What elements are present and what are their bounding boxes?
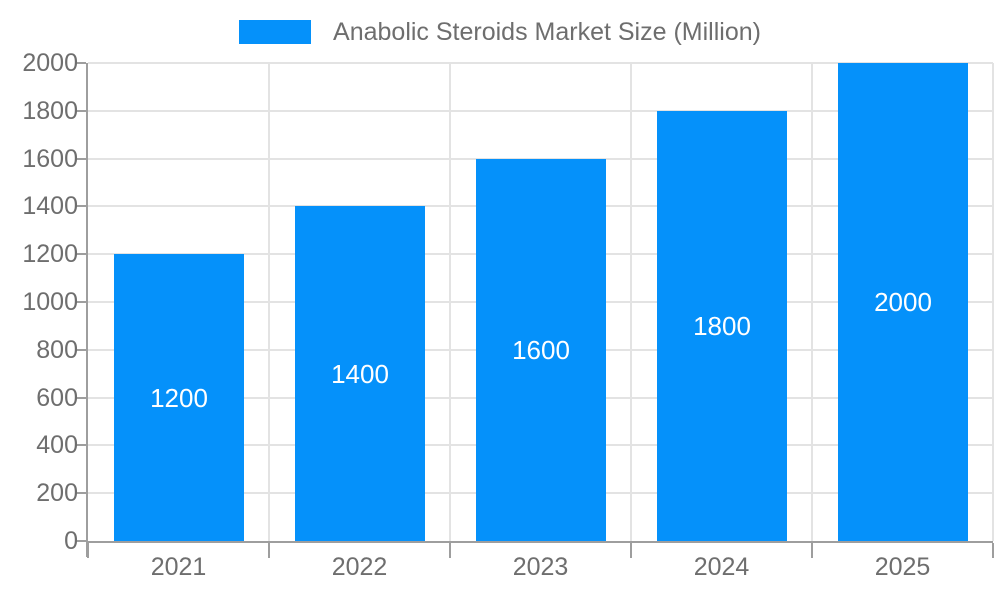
y-axis-tick [76, 492, 86, 495]
bar: 1600 [476, 158, 606, 541]
x-gridline [811, 63, 813, 541]
y-tick-label: 1400 [22, 192, 78, 221]
plot-area: 0 200 400 600 800 1000 1200 1400 1600 1800 2000 120… [22, 51, 994, 580]
y-tick-label: 600 [36, 383, 78, 412]
y-tick-label: 1600 [22, 144, 78, 173]
y-axis-tick [76, 444, 86, 447]
x-axis-tick [811, 543, 813, 558]
bar: 1200 [114, 254, 244, 541]
x-gridline [268, 63, 270, 541]
y-tick-label: 1000 [22, 288, 78, 316]
x-axis-tick [992, 543, 994, 558]
y-tick-label: 400 [36, 431, 78, 460]
y-axis-tick [76, 301, 86, 303]
chart-legend: Anabolic Steroids Market Size (Million) [0, 14, 1000, 50]
bar: 2000 [838, 63, 968, 541]
y-axis-tick [76, 348, 86, 351]
bar-value-label: 1400 [331, 358, 389, 389]
y-tick-label: 1200 [22, 240, 78, 269]
x-axis-line [86, 541, 993, 543]
y-axis-tick [76, 540, 86, 542]
y-axis-tick [76, 396, 86, 399]
x-axis-tick [449, 543, 451, 558]
y-axis-tick [76, 205, 86, 208]
x-axis-tick [268, 543, 270, 558]
y-tick-label: 800 [36, 335, 78, 364]
bar-value-label: 1600 [512, 334, 570, 365]
y-tick-label: 2000 [22, 49, 78, 77]
y-axis-tick [76, 253, 86, 256]
bar-value-label: 1200 [150, 382, 208, 413]
y-gridline [88, 109, 993, 112]
x-gridline [630, 63, 632, 541]
y-axis-tick [76, 157, 86, 160]
legend-label: Anabolic Steroids Market Size (Million) [333, 17, 761, 46]
x-gridline [992, 63, 994, 541]
y-gridline [88, 157, 993, 160]
legend-swatch-icon [239, 20, 312, 44]
bar-value-label: 2000 [874, 287, 932, 317]
x-tick-label: 2021 [150, 553, 207, 581]
bar: 1400 [295, 206, 425, 541]
y-tick-label: 200 [36, 479, 78, 508]
y-gridline [88, 62, 993, 64]
y-axis-tick [76, 62, 86, 64]
x-tick-label: 2023 [512, 553, 569, 581]
y-tick-label: 0 [64, 527, 78, 555]
x-tick-label: 2024 [693, 553, 750, 581]
x-tick-label: 2025 [874, 553, 931, 581]
bar: 1800 [657, 110, 787, 541]
y-tick-label: 1800 [22, 96, 78, 125]
x-tick-label: 2022 [331, 553, 388, 581]
x-axis-tick [87, 543, 89, 558]
y-axis-line [86, 63, 88, 557]
bar-value-label: 1800 [693, 310, 751, 341]
x-axis-tick [630, 543, 632, 558]
x-gridline [449, 63, 451, 541]
y-axis-tick [76, 109, 86, 112]
